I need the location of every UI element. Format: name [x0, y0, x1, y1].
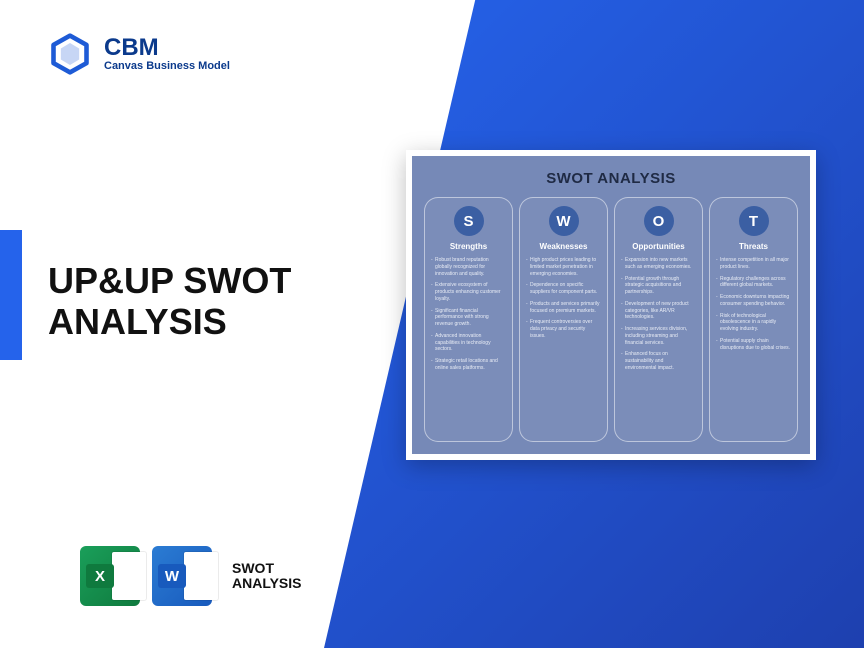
- swot-column: S Strengths Robust brand reputation global…: [424, 197, 513, 442]
- swot-item: Risk of technological obsolescence in a …: [716, 313, 791, 333]
- swot-item: Frequent controversies over data privacy…: [526, 319, 601, 339]
- swot-letter-circle: O: [644, 206, 674, 236]
- swot-item: Products and services primarily focused …: [526, 301, 601, 315]
- swot-preview-title: SWOT ANALYSIS: [424, 170, 798, 187]
- swot-letter-circle: T: [739, 206, 769, 236]
- swot-preview-card: SWOT ANALYSIS S Strengths Robust brand rep…: [406, 150, 816, 460]
- swot-item-list: Intense competition in all major product…: [716, 257, 791, 356]
- brand-logo-icon: [48, 32, 92, 76]
- swot-item: Potential supply chain disruptions due t…: [716, 338, 791, 352]
- word-badge-letter: W: [158, 564, 186, 588]
- swot-column-heading: Strengths: [450, 242, 487, 251]
- swot-letter-circle: W: [549, 206, 579, 236]
- swot-item: Regulatory challenges across different g…: [716, 276, 791, 290]
- word-icon: W: [152, 546, 212, 606]
- swot-item: Increasing services division, including …: [621, 326, 696, 346]
- swot-item: Robust brand reputation globally recogni…: [431, 257, 506, 277]
- brand-logo-block: CBM Canvas Business Model: [48, 32, 230, 76]
- file-label: SWOT ANALYSIS: [232, 561, 302, 592]
- swot-item: Strategic retail locations and online sa…: [431, 358, 506, 372]
- file-type-row: X W SWOT ANALYSIS: [80, 546, 302, 606]
- swot-column: O Opportunities Expansion into new markets…: [614, 197, 703, 442]
- left-accent-bar: [0, 230, 22, 360]
- brand-name: Canvas Business Model: [104, 60, 230, 72]
- file-label-line2: ANALYSIS: [232, 576, 302, 591]
- page-title: UP&UP SWOT ANALYSIS: [48, 260, 368, 343]
- swot-item: Expansion into new markets such as emerg…: [621, 257, 696, 271]
- swot-item: Development of new product categories, l…: [621, 301, 696, 321]
- swot-column-heading: Threats: [739, 242, 768, 251]
- swot-item-list: High product prices leading to limited m…: [526, 257, 601, 345]
- swot-item: Potential growth through strategic acqui…: [621, 276, 696, 296]
- brand-abbr: CBM: [104, 36, 230, 60]
- swot-column: W Weaknesses High product prices leading t…: [519, 197, 608, 442]
- swot-column: T Threats Intense competition in all major…: [709, 197, 798, 442]
- swot-item: Extensive ecosystem of products enhancin…: [431, 282, 506, 302]
- swot-column-heading: Weaknesses: [540, 242, 588, 251]
- swot-item: Advanced innovation capabilities in tech…: [431, 333, 506, 353]
- swot-column-heading: Opportunities: [632, 242, 684, 251]
- swot-item: High product prices leading to limited m…: [526, 257, 601, 277]
- swot-item: Significant financial performance with s…: [431, 308, 506, 328]
- excel-icon: X: [80, 546, 140, 606]
- swot-letter-circle: S: [454, 206, 484, 236]
- swot-item-list: Robust brand reputation globally recogni…: [431, 257, 506, 377]
- brand-text: CBM Canvas Business Model: [104, 36, 230, 72]
- swot-item: Enhanced focus on sustainability and env…: [621, 351, 696, 371]
- swot-item: Dependence on specific suppliers for com…: [526, 282, 601, 296]
- excel-badge-letter: X: [86, 564, 114, 588]
- swot-item: Economic downturns impacting consumer sp…: [716, 294, 791, 308]
- swot-item-list: Expansion into new markets such as emerg…: [621, 257, 696, 377]
- swot-grid: S Strengths Robust brand reputation global…: [424, 197, 798, 442]
- file-label-line1: SWOT: [232, 561, 302, 576]
- swot-item: Intense competition in all major product…: [716, 257, 791, 271]
